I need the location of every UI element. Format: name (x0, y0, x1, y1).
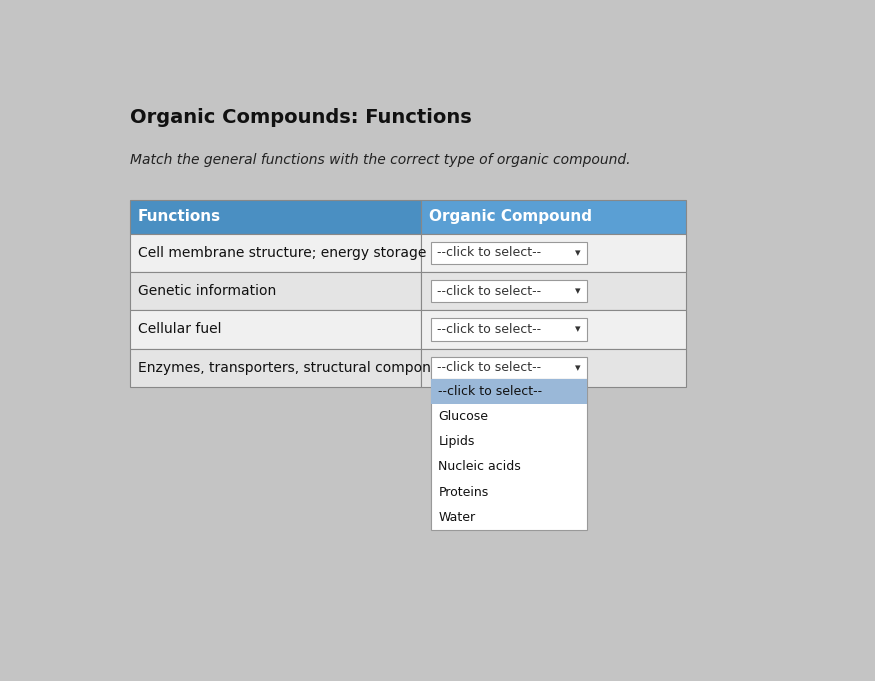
Bar (431, 379, 587, 530)
Text: Proteins: Proteins (438, 486, 488, 498)
Bar (130, 200, 422, 234)
Text: Cell membrane structure; energy storage: Cell membrane structure; energy storage (138, 246, 426, 260)
Text: ▾: ▾ (575, 324, 581, 334)
Bar (130, 234, 422, 272)
Text: --click to select--: --click to select-- (437, 247, 541, 259)
Text: Genetic information: Genetic information (138, 284, 276, 298)
Bar (422, 349, 686, 387)
Text: Nucleic acids: Nucleic acids (438, 460, 521, 473)
Text: Organic Compounds: Functions: Organic Compounds: Functions (130, 108, 472, 127)
Text: Lipids: Lipids (438, 435, 474, 448)
Text: Organic Compound: Organic Compound (430, 209, 592, 224)
Text: ▾: ▾ (575, 363, 581, 373)
Bar (130, 272, 422, 311)
Bar (130, 349, 422, 387)
Bar (431, 319, 587, 340)
Bar (431, 242, 587, 264)
Text: Functions: Functions (138, 209, 221, 224)
Bar (431, 280, 587, 302)
Bar (422, 311, 686, 349)
Text: ▾: ▾ (575, 286, 581, 296)
Bar (130, 311, 422, 349)
Bar (422, 272, 686, 311)
Text: --click to select--: --click to select-- (437, 285, 541, 298)
Text: Glucose: Glucose (438, 410, 488, 423)
Text: Enzymes, transporters, structural components: Enzymes, transporters, structural compon… (138, 361, 460, 375)
Text: ▾: ▾ (575, 248, 581, 258)
Text: Cellular fuel: Cellular fuel (138, 323, 221, 336)
Text: Match the general functions with the correct type of organic compound.: Match the general functions with the cor… (130, 153, 630, 167)
Text: --click to select--: --click to select-- (437, 361, 541, 375)
Bar (422, 200, 686, 234)
Bar (431, 379, 587, 404)
Text: --click to select--: --click to select-- (437, 323, 541, 336)
Text: Water: Water (438, 511, 475, 524)
Bar (422, 234, 686, 272)
Bar (431, 357, 587, 379)
Text: --click to select--: --click to select-- (438, 385, 542, 398)
